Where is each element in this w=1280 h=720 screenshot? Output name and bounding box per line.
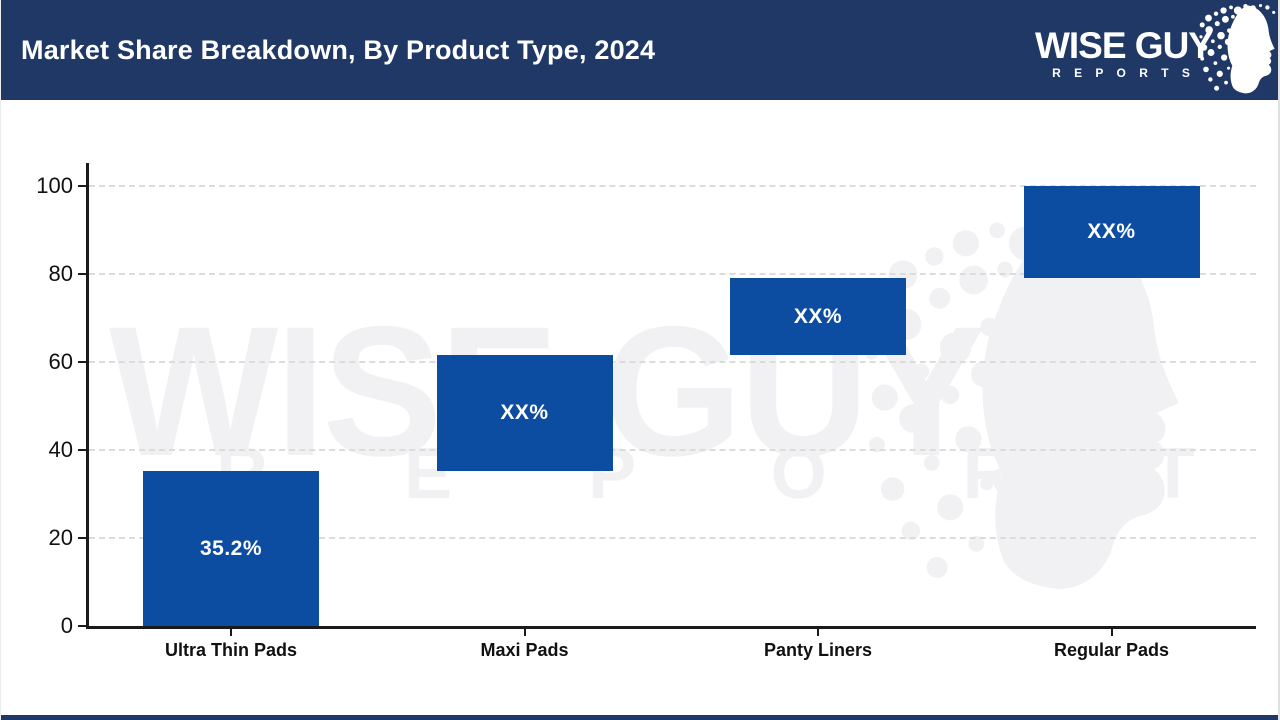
logo-subtext: R E P O R T S [1052,66,1195,80]
bar-regular-pads: XX% [1023,186,1200,279]
wiseguy-logo: WISE GUY R E P O R T S [1035,2,1278,98]
footer-bar [1,715,1278,720]
bar-value-label: 35.2% [199,536,263,560]
bar-ultra-thin-pads: 35.2% [143,471,319,626]
logo-wordmark: WISE GUY [1034,25,1213,66]
y-tick-20 [78,537,88,539]
logo-text: WISE GUY R E P O R T S [1034,25,1213,80]
x-category-label-regular-pads: Regular Pads [1053,640,1170,660]
x-category-label-ultra-thin-pads: Ultra Thin Pads [164,640,298,660]
x-tick-maxi-pads [523,628,526,636]
gridline-100 [89,185,1256,187]
gridline-80 [89,273,1256,275]
wiseguy-head-icon [1199,3,1276,94]
header-bar: Market Share Breakdown, By Product Type,… [1,0,1278,100]
bar-value-label: XX% [1087,220,1136,244]
y-tick-label-40: 40 [48,437,73,462]
y-tick-80 [78,273,88,275]
gridline-60 [89,361,1256,363]
chart-title: Market Share Breakdown, By Product Type,… [21,34,656,65]
x-tick-panty-liners [817,628,819,636]
y-tick-label-60: 60 [48,349,73,374]
bar-value-label: XX% [793,304,843,328]
x-tick-regular-pads [1110,628,1113,636]
y-axis-line [86,163,89,629]
y-tick-100 [78,185,88,187]
y-tick-label-100: 100 [36,173,73,198]
x-tick-ultra-thin-pads [230,628,232,636]
y-tick-40 [78,449,88,451]
bar-maxi-pads: XX% [436,355,613,472]
y-tick-label-0: 0 [60,613,73,638]
x-category-label-maxi-pads: Maxi Pads [480,640,569,660]
chart-canvas: WISE GUY R E P O R T S 02040608010035.2%… [1,100,1278,715]
y-tick-label-20: 20 [48,525,73,550]
y-tick-0 [78,625,88,627]
bar-panty-liners: XX% [730,278,906,356]
y-tick-60 [78,361,88,363]
x-axis-line [86,626,1256,629]
x-category-label-panty-liners: Panty Liners [763,640,873,660]
y-tick-label-80: 80 [48,261,73,286]
bar-value-label: XX% [500,401,549,425]
gridline-40 [89,449,1256,451]
gridline-20 [89,537,1256,539]
